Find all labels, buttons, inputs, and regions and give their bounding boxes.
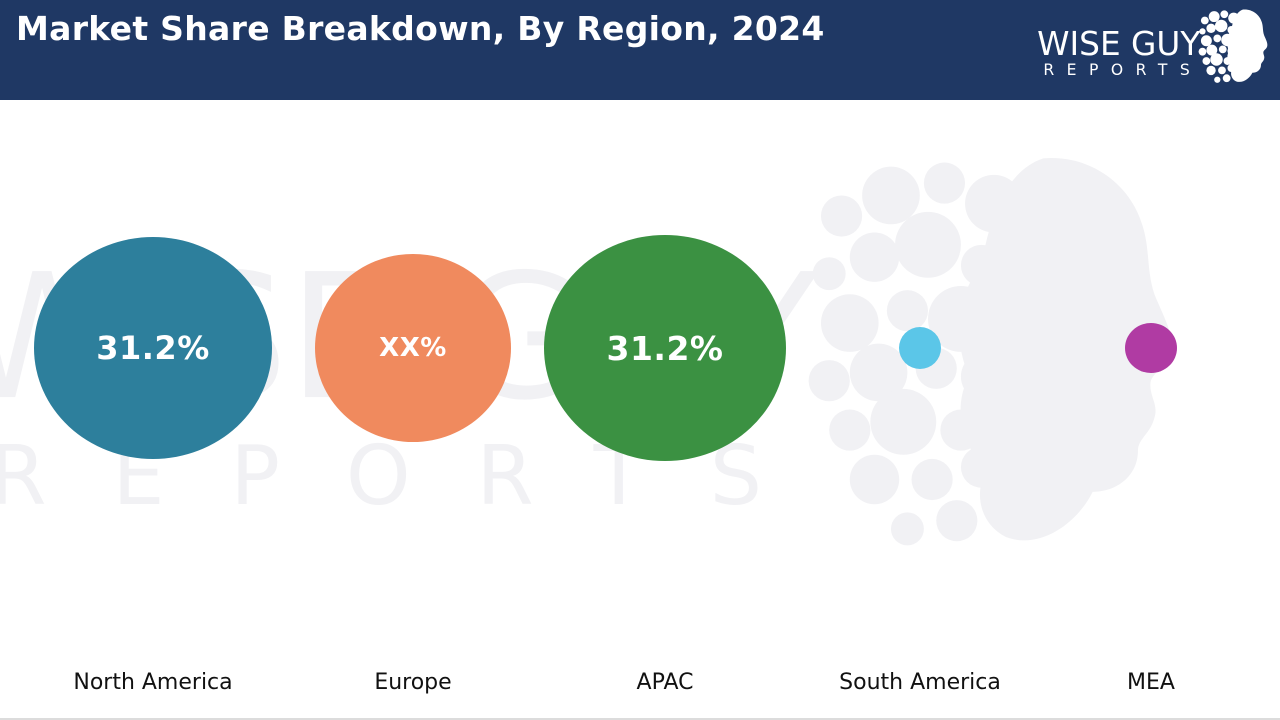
category-label-apac: APAC — [636, 670, 694, 695]
bubble-chart: 31.2% North America XX% Europe 31.2% APAC Sout… — [0, 100, 1280, 720]
category-label-europe: Europe — [374, 670, 452, 695]
bubble-europe: XX% — [315, 254, 511, 442]
bottom-divider — [0, 718, 1280, 720]
bubble-north-america: 31.2% — [34, 237, 272, 459]
category-label-mea: MEA — [1127, 670, 1175, 695]
bubble-apac: 31.2% — [544, 235, 786, 461]
page-title: Market Share Breakdown, By Region, 2024 — [16, 9, 825, 48]
bubble-value-europe: XX% — [379, 333, 447, 363]
bubble-south-america — [899, 327, 941, 369]
bubble-value-apac: 31.2% — [606, 328, 724, 368]
bubble-mea — [1125, 323, 1177, 373]
category-label-north-america: North America — [73, 670, 233, 695]
wiseguy-reports-logo — [1034, 8, 1268, 86]
header-bar: Market Share Breakdown, By Region, 2024 — [0, 0, 1280, 100]
bubble-value-north-america: 31.2% — [96, 329, 210, 367]
category-label-south-america: South America — [839, 670, 1001, 695]
